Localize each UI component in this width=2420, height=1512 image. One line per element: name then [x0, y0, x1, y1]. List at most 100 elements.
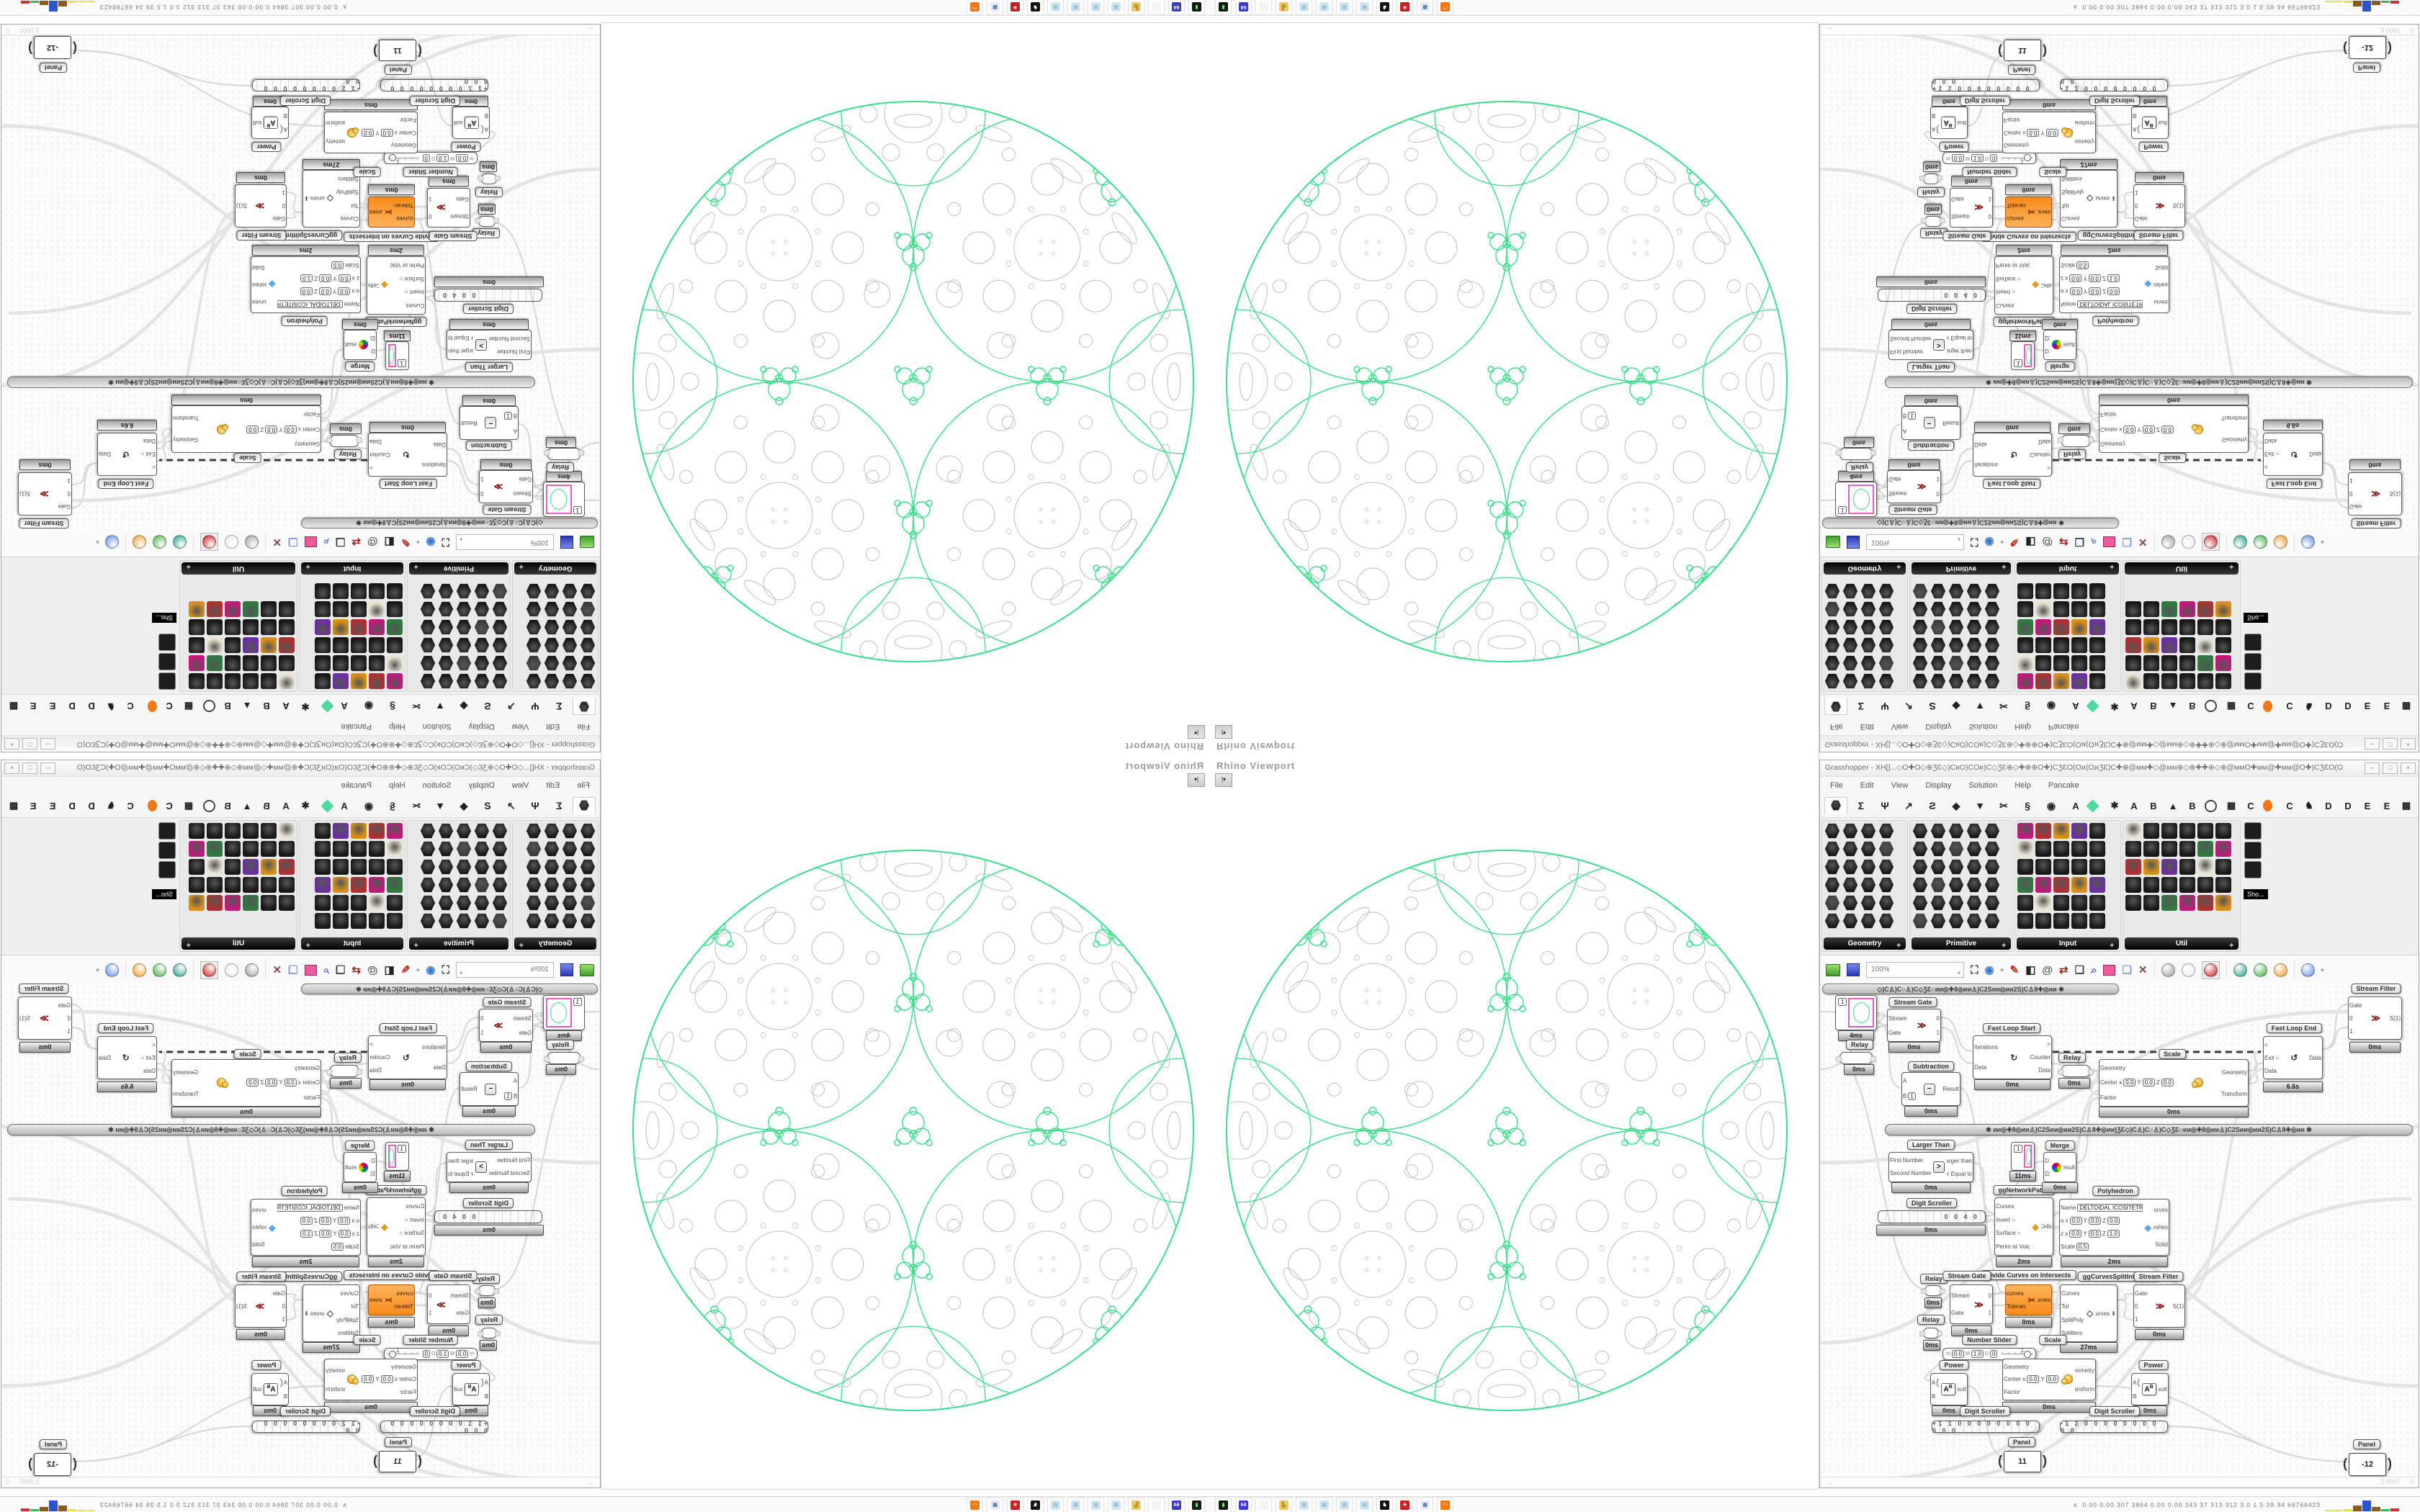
- find-icon[interactable]: ⌕: [2091, 963, 2097, 976]
- panel-label[interactable]: Geometry ✦: [1824, 562, 1906, 575]
- plate-number-slider[interactable]: Number Slider: [403, 1335, 458, 1345]
- component-icon[interactable]: [544, 655, 560, 671]
- component-icon[interactable]: [243, 601, 259, 617]
- value-chip[interactable]: 1: [1908, 412, 1916, 420]
- menu-display[interactable]: Display: [468, 722, 495, 731]
- tab-plugin-10[interactable]: [2263, 701, 2277, 712]
- menu-help[interactable]: Help: [2015, 722, 2031, 731]
- component-icon[interactable]: [2125, 841, 2141, 857]
- digit-scroller[interactable]: +1 1 0 0 0 0 0 0 0 0 0 0 0: [380, 1420, 488, 1434]
- component-icon[interactable]: [2017, 877, 2033, 893]
- slider-handle[interactable]: [389, 1351, 396, 1358]
- app-notepad[interactable]: ▤: [1088, 1498, 1104, 1512]
- ball-blue-icon[interactable]: [105, 963, 120, 977]
- slider-d-chip[interactable]: 0: [422, 1350, 430, 1358]
- app-notepad[interactable]: ▤: [1296, 1498, 1312, 1512]
- more-components-label[interactable]: Sho...: [2244, 889, 2268, 899]
- component-icon[interactable]: [2161, 655, 2177, 671]
- plate-panel[interactable]: Panel: [2352, 63, 2381, 73]
- tab-category-8[interactable]: §: [390, 800, 395, 811]
- merge[interactable]: D1D2Result: [344, 330, 377, 360]
- component-icon[interactable]: [2071, 601, 2087, 617]
- app-folder[interactable]: ▙: [1276, 1498, 1292, 1512]
- component-icon[interactable]: [2071, 637, 2087, 653]
- value-chip[interactable]: 1.0: [300, 1230, 313, 1238]
- plate-power[interactable]: Power: [451, 1360, 481, 1370]
- value-chip[interactable]: 0.0: [2142, 1079, 2155, 1087]
- ball-orange-icon[interactable]: [133, 963, 147, 977]
- value-chip[interactable]: 2: [1937, 1378, 1939, 1387]
- component-icon[interactable]: [2197, 655, 2213, 671]
- menu-edit[interactable]: Edit: [1860, 781, 1874, 790]
- component-icon[interactable]: [562, 583, 578, 599]
- tab-category-1[interactable]: Σ: [1857, 701, 1865, 712]
- component-icon[interactable]: [279, 823, 295, 839]
- gift-box-icon[interactable]: [304, 536, 317, 548]
- tab-category-7[interactable]: ✂: [412, 701, 421, 713]
- component-icon[interactable]: [279, 637, 295, 653]
- component-icon[interactable]: [1966, 655, 1982, 671]
- plate-stream-gate[interactable]: Stream Gate: [1942, 231, 1991, 241]
- more-components-label[interactable]: Sho...: [2244, 613, 2268, 623]
- component-icon[interactable]: [2053, 895, 2069, 911]
- plate-scale[interactable]: Scale: [234, 1049, 261, 1059]
- tab-plugin-2[interactable]: ✱: [2110, 800, 2119, 811]
- tab-plugin-11[interactable]: C: [2286, 800, 2293, 811]
- fast-loop-end[interactable]: < Exit ○ Data ↺ Data: [2263, 433, 2323, 476]
- slider-d-chip[interactable]: 0: [1990, 1350, 1998, 1358]
- component-icon[interactable]: [351, 601, 367, 617]
- plate-stream-filter[interactable]: Stream Filter: [19, 518, 69, 528]
- digit-scroller[interactable]: +1 1 0 0 0 0 0 0 0 0 0 0 0: [1932, 78, 2040, 93]
- component-icon[interactable]: [2089, 823, 2105, 839]
- component-icon[interactable]: [2035, 841, 2051, 857]
- component-icon[interactable]: [492, 859, 508, 875]
- group-bar[interactable]: ◇)C♙)C○♙)C◇ƷƐ○ᴎᴎ◎✚8◎ᴎᴎ♙)C2Sᴎᴎ◎ᴎᴎ2S)C♙8✚◎…: [1822, 984, 2119, 994]
- component-icon[interactable]: [2089, 877, 2105, 893]
- plate-scale[interactable]: Scale: [234, 453, 261, 463]
- component-icon[interactable]: [492, 601, 508, 617]
- value-chip[interactable]: 0.0: [338, 1216, 351, 1225]
- subtraction[interactable]: A B 1− Result: [460, 1072, 519, 1106]
- menu-display[interactable]: Display: [1925, 722, 1952, 731]
- gem-red-icon[interactable]: [2201, 533, 2220, 552]
- tab-plugin-0[interactable]: A: [2072, 701, 2079, 712]
- menu-file[interactable]: File: [1830, 722, 1843, 731]
- component-icon[interactable]: [387, 859, 403, 875]
- component-icon[interactable]: [2197, 601, 2213, 617]
- component-icon[interactable]: [369, 913, 385, 929]
- component-icon[interactable]: [2244, 653, 2262, 670]
- value-chip[interactable]: 0.5: [331, 1243, 344, 1251]
- component-icon[interactable]: [2035, 601, 2051, 617]
- rhino-viewport[interactable]: Rhino Viewport |▾: [601, 756, 1210, 1490]
- component-icon[interactable]: [456, 859, 472, 875]
- plate-panel[interactable]: Panel: [39, 63, 68, 73]
- plate-relay[interactable]: Relay: [546, 1040, 575, 1050]
- component-icon[interactable]: [1966, 601, 1982, 617]
- value-chip[interactable]: 0.0: [2045, 1375, 2058, 1384]
- value-chip[interactable]: 0.0: [2088, 1230, 2101, 1238]
- component-icon[interactable]: [474, 877, 490, 893]
- menu-edit[interactable]: Edit: [1860, 722, 1874, 731]
- ggnetworkpatch-preview[interactable]: 1: [385, 1142, 409, 1171]
- tab-plugin-10[interactable]: [2263, 800, 2277, 811]
- menu-help[interactable]: Help: [2015, 781, 2031, 790]
- component-icon[interactable]: [580, 823, 596, 839]
- component-icon[interactable]: [351, 859, 367, 875]
- component-icon[interactable]: [1984, 655, 2000, 671]
- component-icon[interactable]: [1966, 673, 1982, 689]
- tab-plugin-9[interactable]: C: [2247, 701, 2254, 712]
- remote-control-icon[interactable]: @: [367, 963, 378, 976]
- tab-category-5[interactable]: ◆: [460, 701, 468, 713]
- plate-merge[interactable]: Merge: [2045, 361, 2075, 372]
- relay[interactable]: [1924, 216, 1942, 227]
- component-icon[interactable]: [2053, 823, 2069, 839]
- component-icon[interactable]: [279, 841, 295, 857]
- component-icon[interactable]: [2143, 619, 2159, 635]
- tab-plugin-17[interactable]: ▩: [2401, 800, 2411, 811]
- component-icon[interactable]: [261, 619, 277, 635]
- component-icon[interactable]: [1948, 637, 1964, 653]
- component-icon[interactable]: [1984, 877, 2000, 893]
- plate-digit-scroller[interactable]: Digit Scroller: [1959, 96, 2011, 106]
